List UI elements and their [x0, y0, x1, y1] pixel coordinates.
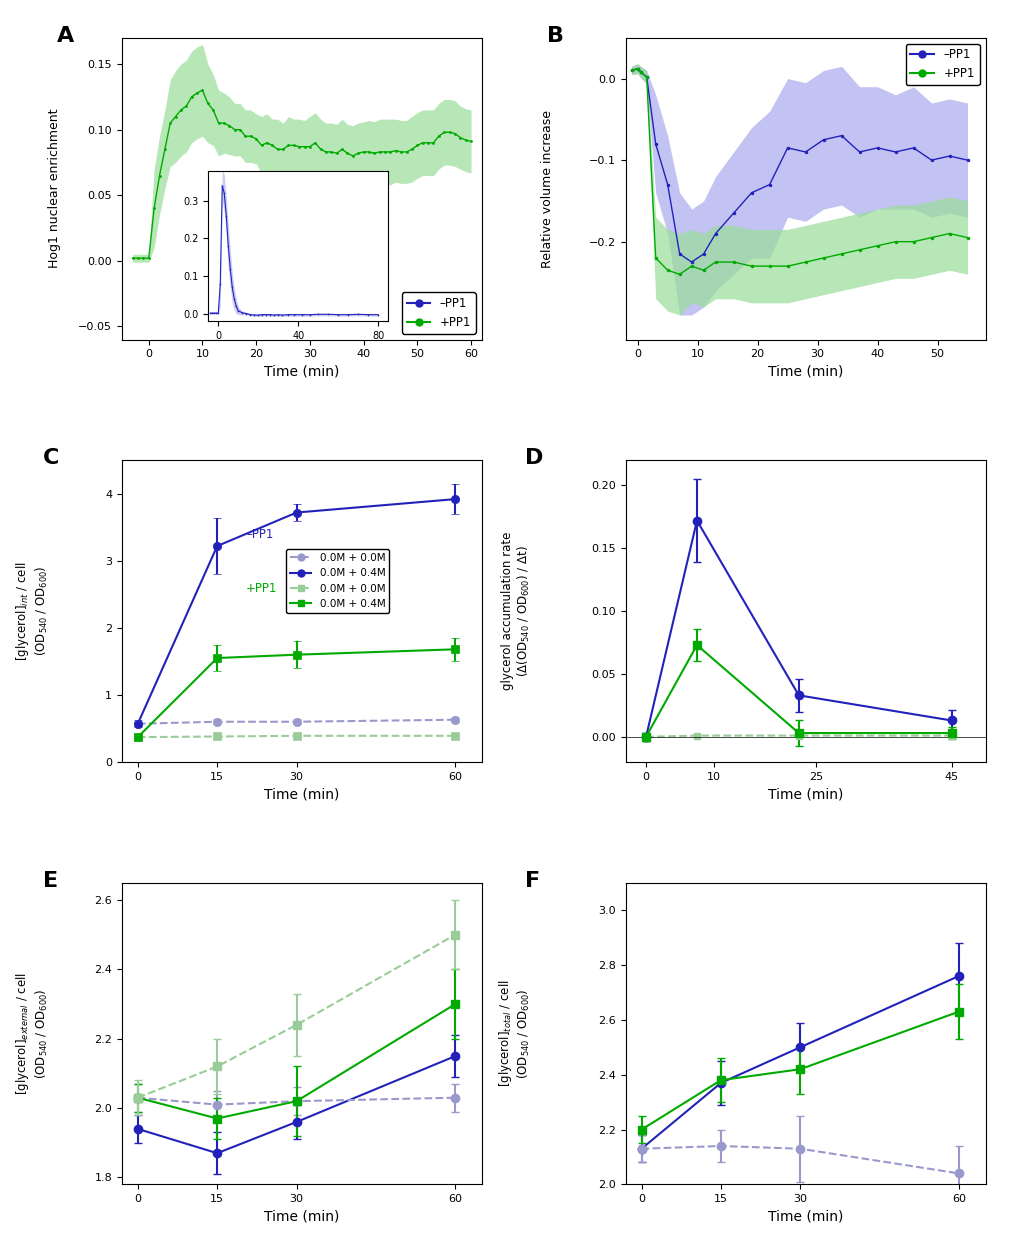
X-axis label: Time (min): Time (min)	[768, 788, 843, 801]
Text: C: C	[43, 449, 59, 469]
Text: F: F	[525, 871, 541, 891]
X-axis label: Time (min): Time (min)	[264, 1210, 339, 1223]
Legend: –PP1, +PP1: –PP1, +PP1	[402, 292, 475, 334]
X-axis label: Time (min): Time (min)	[768, 1210, 843, 1223]
X-axis label: Time (min): Time (min)	[264, 365, 339, 379]
Text: A: A	[57, 25, 74, 45]
Y-axis label: [glycerol]$_{total}$ / cell
(OD$_{540}$ / OD$_{600}$): [glycerol]$_{total}$ / cell (OD$_{540}$ …	[497, 980, 532, 1087]
Y-axis label: Relative volume increase: Relative volume increase	[541, 110, 554, 267]
Text: D: D	[525, 449, 544, 469]
Y-axis label: [glycerol]$_{external}$ / cell
(OD$_{540}$ / OD$_{600}$): [glycerol]$_{external}$ / cell (OD$_{540…	[14, 971, 50, 1095]
Legend: 0.0M + 0.0M, 0.0M + 0.4M, 0.0M + 0.0M, 0.0M + 0.4M: 0.0M + 0.0M, 0.0M + 0.4M, 0.0M + 0.0M, 0…	[287, 549, 389, 612]
X-axis label: Time (min): Time (min)	[768, 365, 843, 379]
Legend: –PP1, +PP1: –PP1, +PP1	[905, 44, 979, 86]
X-axis label: Time (min): Time (min)	[264, 788, 339, 801]
Text: E: E	[43, 871, 58, 891]
Text: –PP1: –PP1	[246, 528, 273, 541]
Text: B: B	[547, 25, 564, 45]
Y-axis label: glycerol accumulation rate
(Δ(OD$_{540}$ / OD$_{600}$) / Δt): glycerol accumulation rate (Δ(OD$_{540}$…	[501, 532, 532, 690]
Y-axis label: [glycerol]$_{int}$ / cell
(OD$_{540}$ / OD$_{600}$): [glycerol]$_{int}$ / cell (OD$_{540}$ / …	[14, 561, 50, 662]
Y-axis label: Hog1 nuclear enrichment: Hog1 nuclear enrichment	[48, 108, 61, 268]
Text: +PP1: +PP1	[246, 582, 277, 596]
